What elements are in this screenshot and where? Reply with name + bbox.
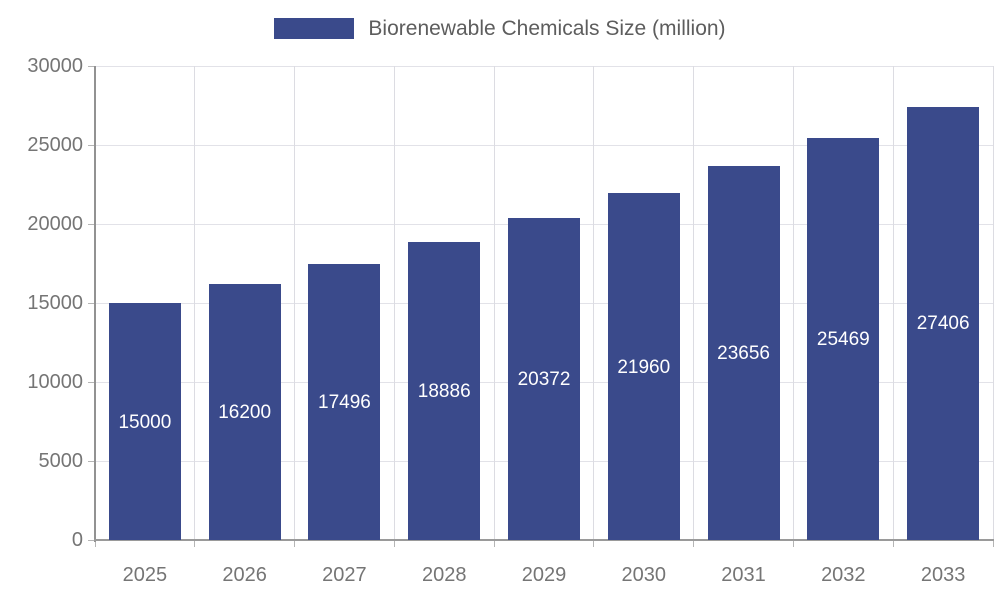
y-axis-tick: [88, 302, 95, 304]
bar[interactable]: [508, 218, 580, 540]
y-axis-tick-label: 25000: [27, 134, 83, 156]
bar[interactable]: [907, 106, 980, 540]
y-axis-tick-label: 0: [71, 529, 83, 551]
x-axis-tick: [94, 540, 96, 547]
bar-value-label: 21960: [617, 356, 671, 378]
x-axis-tick: [294, 540, 296, 547]
x-gridline: [194, 66, 196, 540]
bar[interactable]: [108, 303, 181, 540]
bar-value-label: 17496: [318, 391, 371, 413]
y-axis-tick-label: 20000: [27, 213, 83, 235]
bar[interactable]: [408, 241, 481, 540]
bar-value-label: 25469: [816, 328, 870, 350]
x-axis-tick: [593, 540, 595, 547]
x-axis-tick: [493, 540, 495, 547]
x-gridline: [792, 66, 794, 540]
x-gridline: [593, 66, 595, 540]
x-gridline: [493, 66, 495, 540]
bar[interactable]: [208, 284, 281, 540]
x-axis-line: [94, 539, 994, 541]
y-axis-tick-label: 10000: [27, 371, 83, 393]
x-gridline: [992, 66, 994, 540]
legend-swatch-icon: [274, 18, 355, 39]
bar[interactable]: [807, 137, 880, 540]
y-axis-tick: [88, 223, 95, 225]
legend-label: Biorenewable Chemicals Size (million): [368, 17, 726, 40]
y-gridline: [95, 65, 993, 67]
x-axis-tick: [892, 540, 894, 547]
bar-value-label: 18886: [417, 380, 471, 402]
bar-value-label: 27406: [916, 313, 970, 335]
y-gridline: [95, 144, 993, 146]
x-axis-tick-label: 2026: [222, 564, 267, 586]
y-axis-tick: [88, 65, 95, 67]
x-axis-tick-label: 2027: [322, 564, 367, 586]
x-axis-tick: [992, 540, 994, 547]
y-axis-tick: [88, 144, 95, 146]
y-axis-tick-label: 30000: [27, 55, 83, 77]
x-gridline: [693, 66, 695, 540]
x-axis-tick-label: 2031: [721, 564, 766, 586]
x-axis-tick: [393, 540, 395, 547]
bar-value-label: 15000: [118, 411, 172, 433]
x-gridline: [892, 66, 894, 540]
x-gridline: [393, 66, 395, 540]
x-axis-tick-label: 2032: [821, 564, 866, 586]
x-axis-tick-label: 2028: [421, 564, 467, 586]
bar-value-label: 16200: [218, 402, 272, 424]
bar-value-label: 23656: [717, 343, 770, 365]
x-axis-tick-label: 2033: [920, 564, 966, 586]
y-axis-tick-label: 5000: [38, 450, 84, 472]
bar[interactable]: [607, 193, 680, 540]
y-axis-line: [94, 66, 96, 542]
y-axis-tick: [88, 460, 95, 462]
x-axis-tick-label: 2025: [122, 564, 168, 586]
x-gridline: [294, 66, 296, 540]
y-axis-tick-label: 15000: [27, 292, 83, 314]
y-axis-tick: [88, 539, 95, 541]
x-axis-tick: [693, 540, 695, 547]
x-axis-tick: [792, 540, 794, 547]
y-axis-tick: [88, 381, 95, 383]
x-axis-tick-label: 2029: [521, 564, 567, 586]
bar-value-label: 20372: [517, 369, 571, 391]
legend[interactable]: Biorenewable Chemicals Size (million): [0, 18, 1000, 39]
x-axis-tick-label: 2030: [621, 564, 667, 586]
bar[interactable]: [308, 263, 381, 540]
x-axis-tick: [194, 540, 196, 547]
bar[interactable]: [707, 166, 780, 540]
